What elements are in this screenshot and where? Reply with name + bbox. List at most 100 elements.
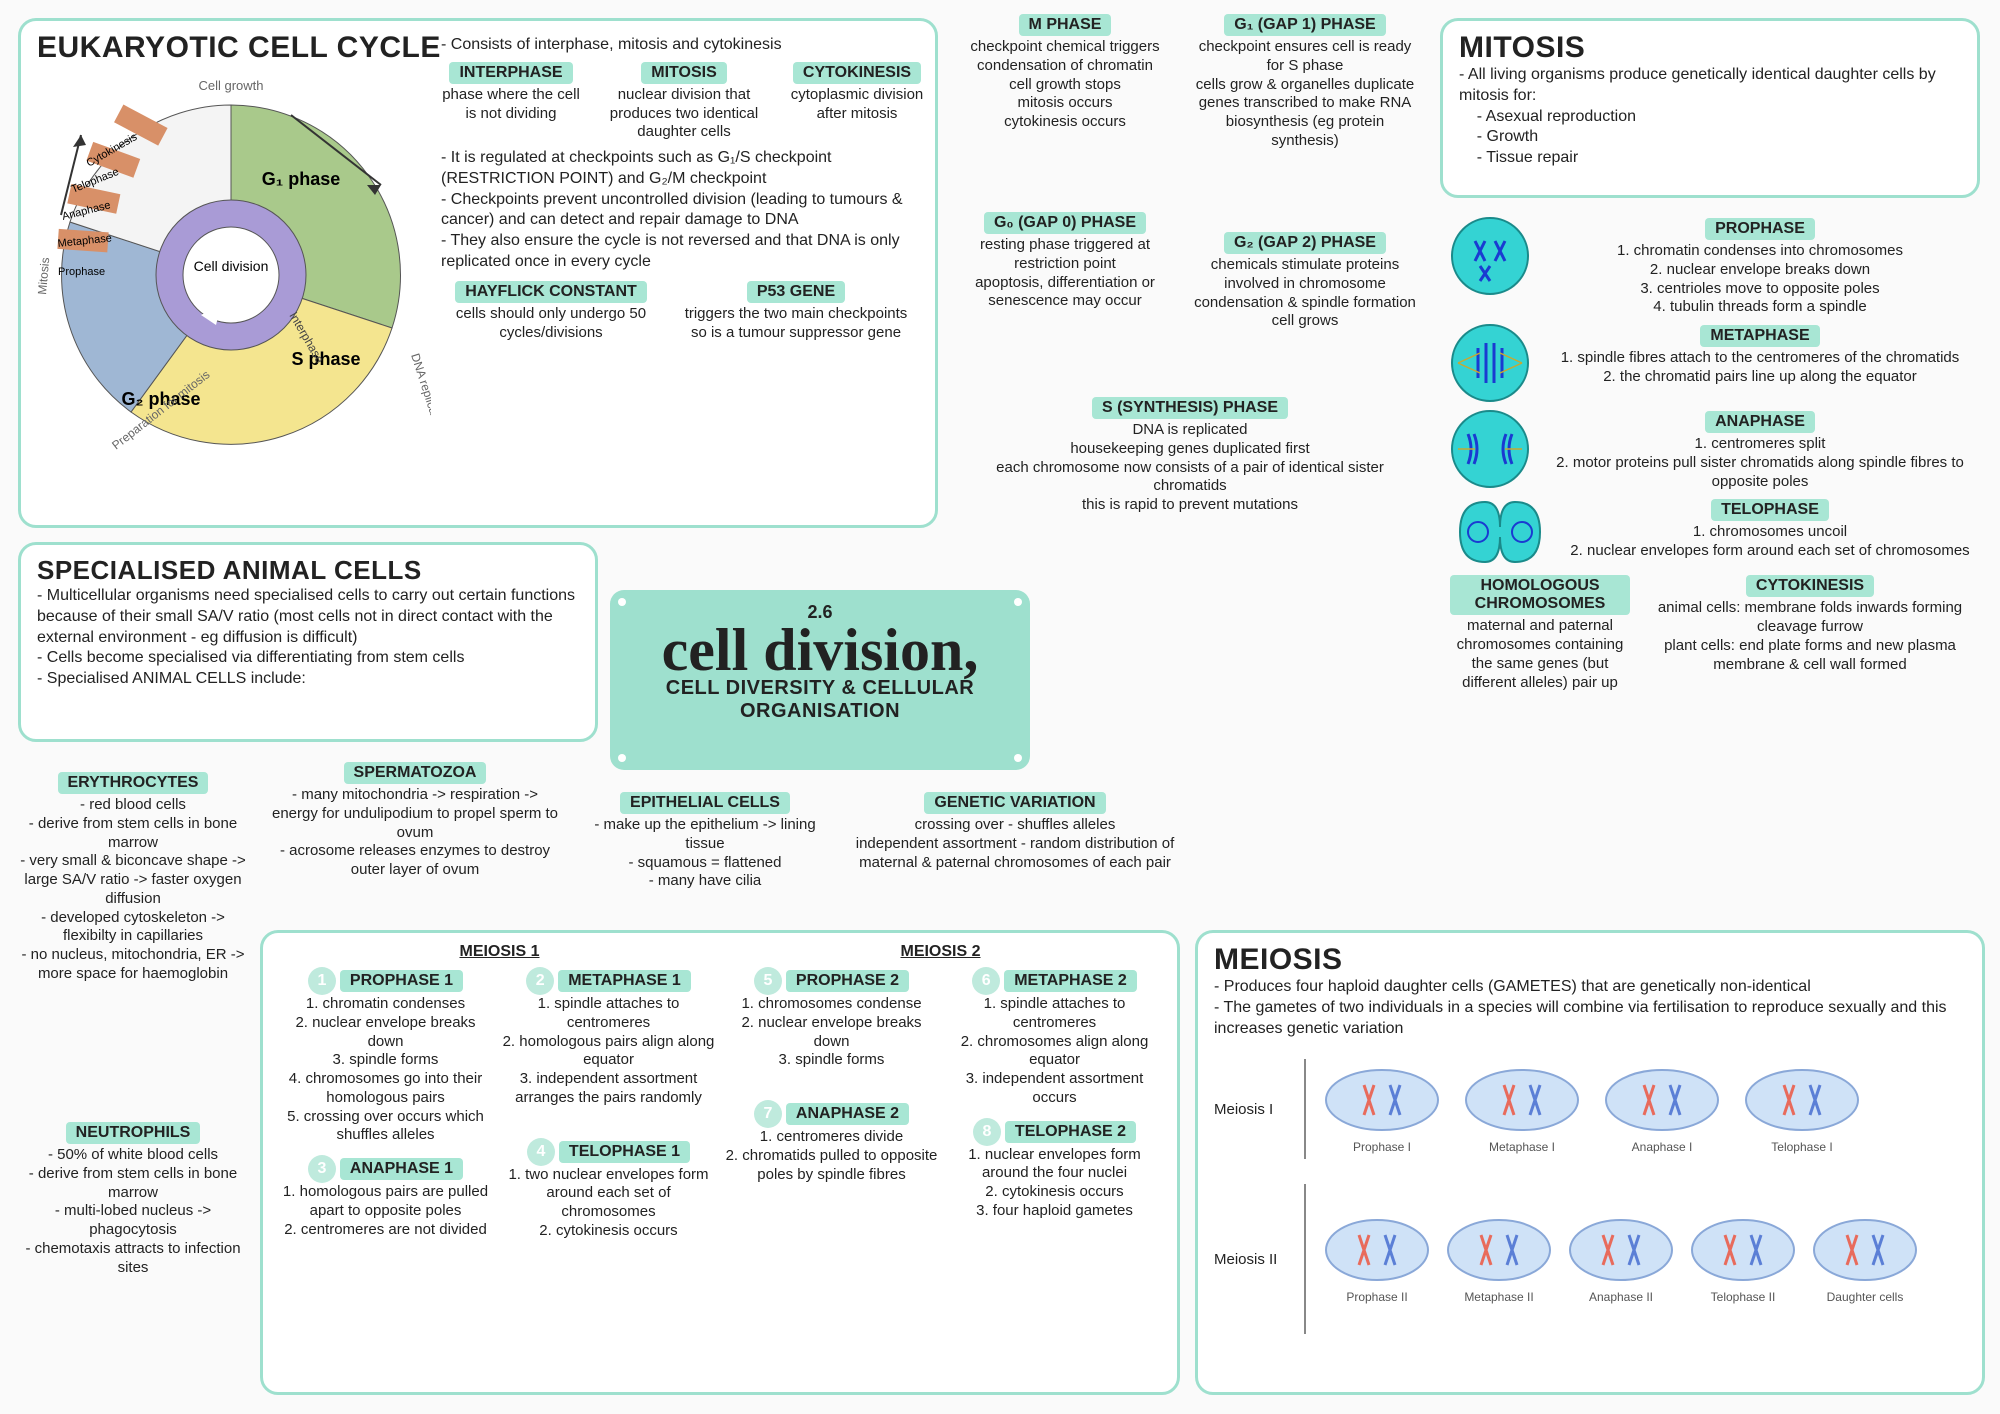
epi-1: - squamous = flattened: [580, 854, 830, 873]
euk-b1: - Checkpoints prevent uncontrolled divis…: [441, 190, 931, 232]
label-m: M PHASE: [1019, 14, 1112, 36]
metaphase-cell-icon: [1450, 323, 1530, 403]
meiosis-cell-anaphase-ii: Anaphase II: [1566, 1215, 1676, 1304]
ana-1: 2. motor proteins pull sister chromatids…: [1540, 454, 1980, 492]
anaphase-cell-icon: [1450, 409, 1530, 489]
label-s: S (SYNTHESIS) PHASE: [1092, 397, 1288, 419]
ana-0: 1. centromeres split: [1540, 435, 1980, 454]
spec-intro-2: - Specialised ANIMAL CELLS include:: [37, 669, 579, 690]
label-spe: SPERMATOZOA: [344, 762, 487, 784]
label-m1: METAPHASE 1: [558, 970, 691, 992]
g1-1: cells grow & organelles duplicate: [1190, 76, 1420, 95]
meiosis-cell-prophase-ii: Prophase II: [1322, 1215, 1432, 1304]
center-title-card: 2.6 cell division, CELL DIVERSITY & CELL…: [610, 590, 1030, 770]
spec-intro-0: - Multicellular organisms need specialis…: [37, 586, 579, 648]
def-cytokinesis: cytoplasmic division after mitosis: [787, 86, 927, 124]
phase-s: S (SYNTHESIS) PHASE DNA is replicated ho…: [980, 395, 1400, 515]
telophase-cell-icon: [1450, 497, 1550, 567]
euk-text: - Consists of interphase, mitosis and cy…: [441, 35, 931, 342]
p1-0: 1. chromatin condenses: [279, 995, 492, 1014]
g1-0: checkpoint ensures cell is ready for S p…: [1190, 38, 1420, 76]
meiosis-cell-anaphase-i: Anaphase I: [1602, 1065, 1722, 1154]
m2-0: 1. spindle attaches to centromeres: [948, 995, 1161, 1033]
m-1: cell growth stops: [950, 76, 1180, 95]
pro-0: 1. chromatin condenses into chromosomes: [1540, 242, 1980, 261]
label-homologous: HOMOLOGOUS CHROMOSOMES: [1450, 575, 1630, 615]
label-p53: P53 GENE: [747, 281, 845, 303]
gen-0: crossing over - shuffles alleles: [850, 816, 1180, 835]
label-cytokinesis2: CYTOKINESIS: [1746, 575, 1874, 597]
label-m2: METAPHASE 2: [1004, 970, 1137, 992]
label-g2: G₂ (GAP 2) PHASE: [1224, 232, 1386, 254]
a2-1: 2. chromatids pulled to opposite poles b…: [725, 1147, 938, 1185]
m1-1: 2. homologous pairs align along equator: [502, 1033, 715, 1071]
homologous-text: maternal and paternal chromosomes contai…: [1450, 617, 1630, 692]
cyt-0: animal cells: membrane folds inwards for…: [1640, 599, 1980, 637]
g0-1: apoptosis, differentiation or senescence…: [950, 274, 1180, 312]
wheel-arc-top: Cell growth: [198, 78, 263, 93]
center-sub: CELL DIVERSITY & CELLULAR ORGANISATION: [622, 677, 1018, 723]
p1-4: 5. crossing over occurs which shuffles a…: [279, 1108, 492, 1146]
wheel-arc-right: DNA replication: [408, 352, 431, 435]
label-g0: G₀ (GAP 0) PHASE: [984, 212, 1146, 234]
neutrophils: NEUTROPHILS - 50% of white blood cells -…: [18, 1120, 248, 1277]
corner-dot: [1014, 754, 1022, 762]
meiosis-heading: MEIOSIS: [1214, 943, 1966, 977]
label-interphase: INTERPHASE: [449, 62, 572, 84]
wheel-outer-4: Prophase: [58, 266, 105, 278]
g0-0: resting phase triggered at restriction p…: [950, 236, 1180, 274]
phase-m: M PHASE checkpoint chemical triggers con…: [950, 12, 1180, 132]
g2-0: chemicals stimulate proteins involved in…: [1190, 256, 1420, 312]
meiosis-row1-label: Meiosis I: [1214, 1101, 1294, 1118]
gen-1: independent assortment - random distribu…: [850, 835, 1180, 873]
num-1: 1: [308, 967, 336, 995]
label-metaphase: METAPHASE: [1700, 325, 1819, 347]
ery-0: - red blood cells: [18, 796, 248, 815]
meiosis-cell-telophase-ii: Telophase II: [1688, 1215, 1798, 1304]
num-2: 2: [526, 967, 554, 995]
tel-1: 2. nuclear envelopes form around each se…: [1560, 542, 1980, 561]
pro-2: 3. centrioles move to opposite poles: [1540, 280, 1980, 299]
s-1: housekeeping genes duplicated first: [980, 440, 1400, 459]
label-p2: PROPHASE 2: [786, 970, 909, 992]
mit-intro-0: - All living organisms produce genetical…: [1459, 65, 1961, 107]
p1-1: 2. nuclear envelope breaks down: [279, 1014, 492, 1052]
cell-cycle-wheel: Cell division G₁ phase S phase G₂ phase …: [31, 75, 431, 475]
neu-3: - chemotaxis attracts to infection sites: [18, 1240, 248, 1278]
ery-3: - developed cytoskeleton -> flexibilty i…: [18, 909, 248, 947]
num-4: 4: [527, 1138, 555, 1166]
num-5: 5: [754, 967, 782, 995]
label-gen: GENETIC VARIATION: [924, 792, 1105, 814]
meiosis-cell-metaphase-ii: Metaphase II: [1444, 1215, 1554, 1304]
t1-1: 2. cytokinesis occurs: [502, 1222, 715, 1241]
label-ery: ERYTHROCYTES: [58, 772, 209, 794]
p2-0: 1. chromosomes condense: [725, 995, 938, 1014]
meiosis-cell-metaphase-i: Metaphase I: [1462, 1065, 1582, 1154]
neu-1: - derive from stem cells in bone marrow: [18, 1165, 248, 1203]
meiosis2-head: MEIOSIS 2: [900, 943, 980, 961]
a2-0: 1. centromeres divide: [725, 1128, 938, 1147]
m-3: cytokinesis occurs: [950, 113, 1180, 132]
p53-text: triggers the two main checkpoints so is …: [681, 305, 911, 343]
meiosis-cell-telophase-i: Telophase I: [1742, 1065, 1862, 1154]
label-telophase: TELOPHASE: [1711, 499, 1829, 521]
specialised-panel: SPECIALISED ANIMAL CELLS - Multicellular…: [18, 542, 598, 742]
t1-0: 1. two nuclear envelopes form around eac…: [502, 1166, 715, 1222]
label-t2: TELOPHASE 2: [1005, 1121, 1136, 1143]
meiosis1-head: MEIOSIS 1: [459, 943, 539, 961]
num-8: 8: [973, 1118, 1001, 1146]
bracket-icon: [1304, 1059, 1306, 1159]
mitosis-stages: PROPHASE 1. chromatin condenses into chr…: [1450, 210, 1980, 698]
def-interphase: phase where the cell is not dividing: [441, 86, 581, 124]
spermatozoa: SPERMATOZOA - many mitochondria -> respi…: [270, 760, 560, 880]
p2-1: 2. nuclear envelope breaks down: [725, 1014, 938, 1052]
t2-1: 2. cytokinesis occurs: [948, 1183, 1161, 1202]
neu-2: - multi-lobed nucleus -> phagocytosis: [18, 1202, 248, 1240]
corner-dot: [618, 754, 626, 762]
label-t1: TELOPHASE 1: [559, 1141, 690, 1163]
ery-4: - no nucleus, mitochondria, ER -> more s…: [18, 946, 248, 984]
genetic-variation: GENETIC VARIATION crossing over - shuffl…: [850, 790, 1180, 872]
mitosis-heading: MITOSIS: [1459, 31, 1961, 65]
meiosis-row2-cells: Prophase II Metaphase II Anaphase II Tel…: [1322, 1215, 1962, 1304]
spe-1: - acrosome releases enzymes to destroy o…: [270, 842, 560, 880]
